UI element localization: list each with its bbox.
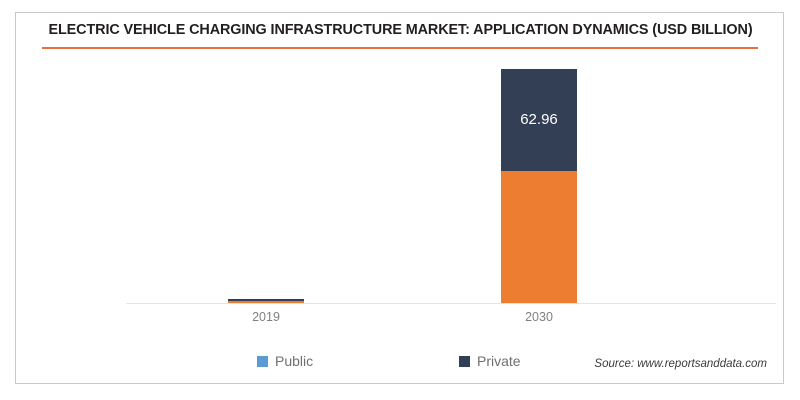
bar-group-2019[interactable] bbox=[228, 13, 304, 303]
legend-item-private[interactable]: Private bbox=[459, 351, 521, 371]
title-block: ELECTRIC VEHICLE CHARGING INFRASTRUCTURE… bbox=[32, 13, 769, 59]
legend-swatch-public-icon bbox=[257, 355, 268, 367]
legend-item-public[interactable]: Public bbox=[257, 351, 313, 371]
title-underline-rule bbox=[42, 47, 758, 49]
bar-segment-public-2030[interactable] bbox=[501, 171, 577, 303]
bar-segment-private-2019[interactable] bbox=[228, 299, 304, 301]
chart-card: ELECTRIC VEHICLE CHARGING INFRASTRUCTURE… bbox=[15, 12, 784, 384]
x-axis-tick-label-2019: 2019 bbox=[252, 310, 280, 324]
legend-label-public: Public bbox=[275, 353, 314, 369]
legend-swatch-private-icon bbox=[459, 355, 470, 367]
bar-group-2030[interactable]: 62.96 bbox=[501, 13, 577, 303]
bar-segment-private-2030[interactable]: 62.96 bbox=[501, 69, 577, 171]
legend-label-private: Private bbox=[477, 353, 521, 369]
axis-baseline bbox=[126, 303, 776, 304]
chart-legend: Public Private bbox=[16, 351, 785, 377]
bar-value-label-private-2030: 62.96 bbox=[520, 111, 558, 128]
bar-segment-public-2019[interactable] bbox=[228, 301, 304, 303]
source-attribution: Source: www.reportsanddata.com bbox=[594, 358, 767, 370]
x-axis-tick-label-2030: 2030 bbox=[525, 310, 553, 324]
plot-area: 62.96 2019 2030 bbox=[16, 13, 785, 385]
page-title: ELECTRIC VEHICLE CHARGING INFRASTRUCTURE… bbox=[48, 22, 753, 38]
